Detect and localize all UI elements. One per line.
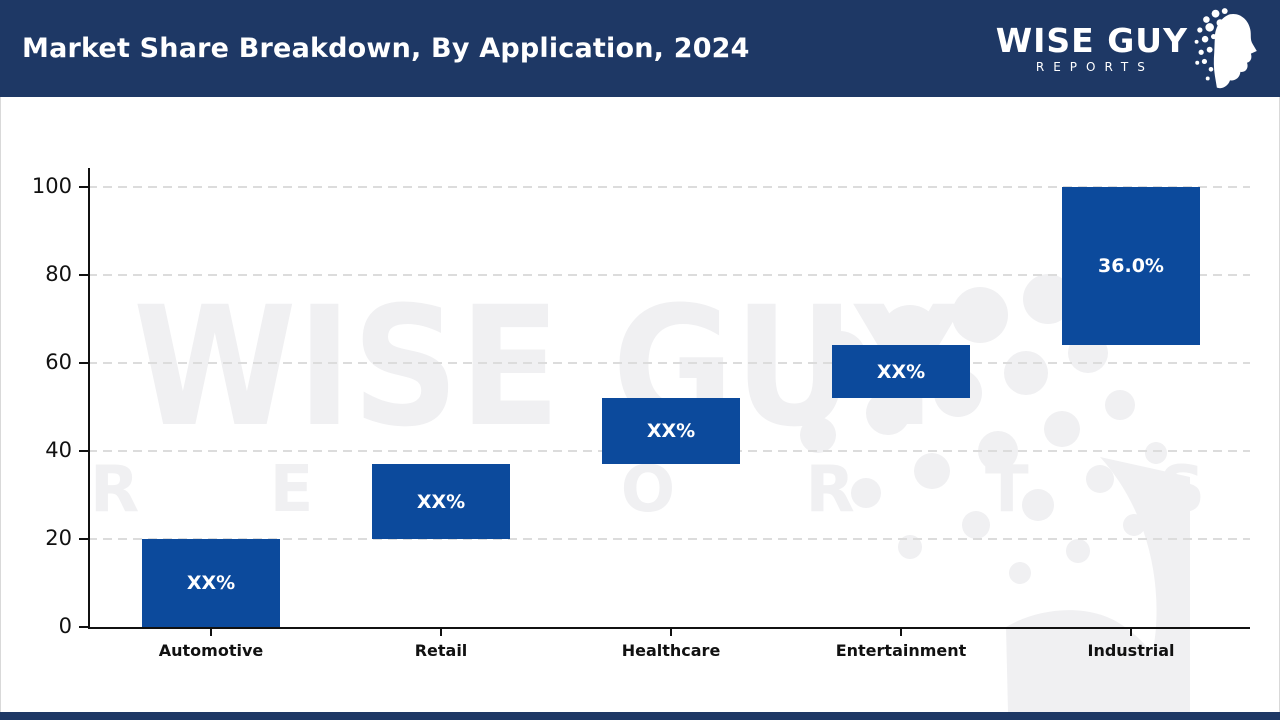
bar-retail: XX%	[372, 464, 510, 539]
y-tick-label-100: 100	[31, 174, 72, 198]
gridline-100	[88, 186, 1250, 188]
bar-value-label: XX%	[416, 490, 466, 513]
bar-automotive: XX%	[142, 539, 280, 627]
y-tick-mark-60	[79, 362, 88, 364]
bar-value-label: XX%	[186, 572, 236, 594]
footer-bar	[0, 712, 1280, 720]
y-axis-line	[88, 168, 90, 629]
y-tick-label-80: 80	[45, 262, 72, 286]
watermark-wiseguy-text: WISE GUY	[133, 271, 963, 463]
y-tick-mark-80	[79, 274, 88, 276]
page-title: Market Share Breakdown, By Application, …	[22, 33, 750, 64]
x-category-label-healthcare: Healthcare	[621, 641, 721, 660]
wiseguy-logo-name: WISE GUY	[995, 20, 1188, 60]
bar-industrial: 36.0%	[1062, 187, 1200, 346]
bar-healthcare: XX%	[602, 398, 740, 465]
y-tick-label-60: 60	[45, 350, 72, 374]
gridline-60	[88, 362, 1250, 364]
gridline-20	[88, 538, 1250, 540]
bar-value-label: XX%	[646, 420, 696, 443]
watermark: WISE GUY R E P O R T S	[90, 271, 1260, 527]
bar-value-label: 36.0%	[1098, 255, 1164, 278]
watermark-reports-text: R E P O R T S	[90, 453, 1260, 527]
wiseguy-logo-reports: REPORTS	[1035, 60, 1154, 75]
y-tick-label-0: 0	[58, 614, 72, 638]
x-category-label-automotive: Automotive	[158, 641, 264, 660]
x-tick-mark-healthcare	[670, 627, 672, 636]
y-tick-mark-100	[79, 186, 88, 188]
y-tick-label-40: 40	[45, 438, 72, 462]
wiseguy-logo: WISE GUY REPORTS	[996, 6, 1264, 92]
header-bar: Market Share Breakdown, By Application, …	[0, 0, 1280, 97]
x-category-label-entertainment: Entertainment	[835, 641, 967, 660]
x-tick-mark-entertainment	[900, 627, 902, 636]
wiseguy-logo-head-icon	[1194, 8, 1257, 89]
x-tick-mark-retail	[440, 627, 442, 636]
x-category-label-retail: Retail	[414, 641, 468, 660]
gridline-80	[88, 274, 1250, 276]
x-category-label-industrial: Industrial	[1087, 641, 1175, 660]
y-tick-mark-20	[79, 538, 88, 540]
y-tick-label-20: 20	[45, 526, 72, 550]
x-tick-mark-automotive	[210, 627, 212, 636]
bar-value-label: XX%	[876, 360, 926, 383]
wiseguy-logo-text: WISE GUY REPORTS	[995, 20, 1188, 75]
x-axis-line	[88, 627, 1250, 629]
y-tick-mark-40	[79, 450, 88, 452]
y-tick-mark-0	[79, 626, 88, 628]
bar-entertainment: XX%	[832, 345, 970, 399]
